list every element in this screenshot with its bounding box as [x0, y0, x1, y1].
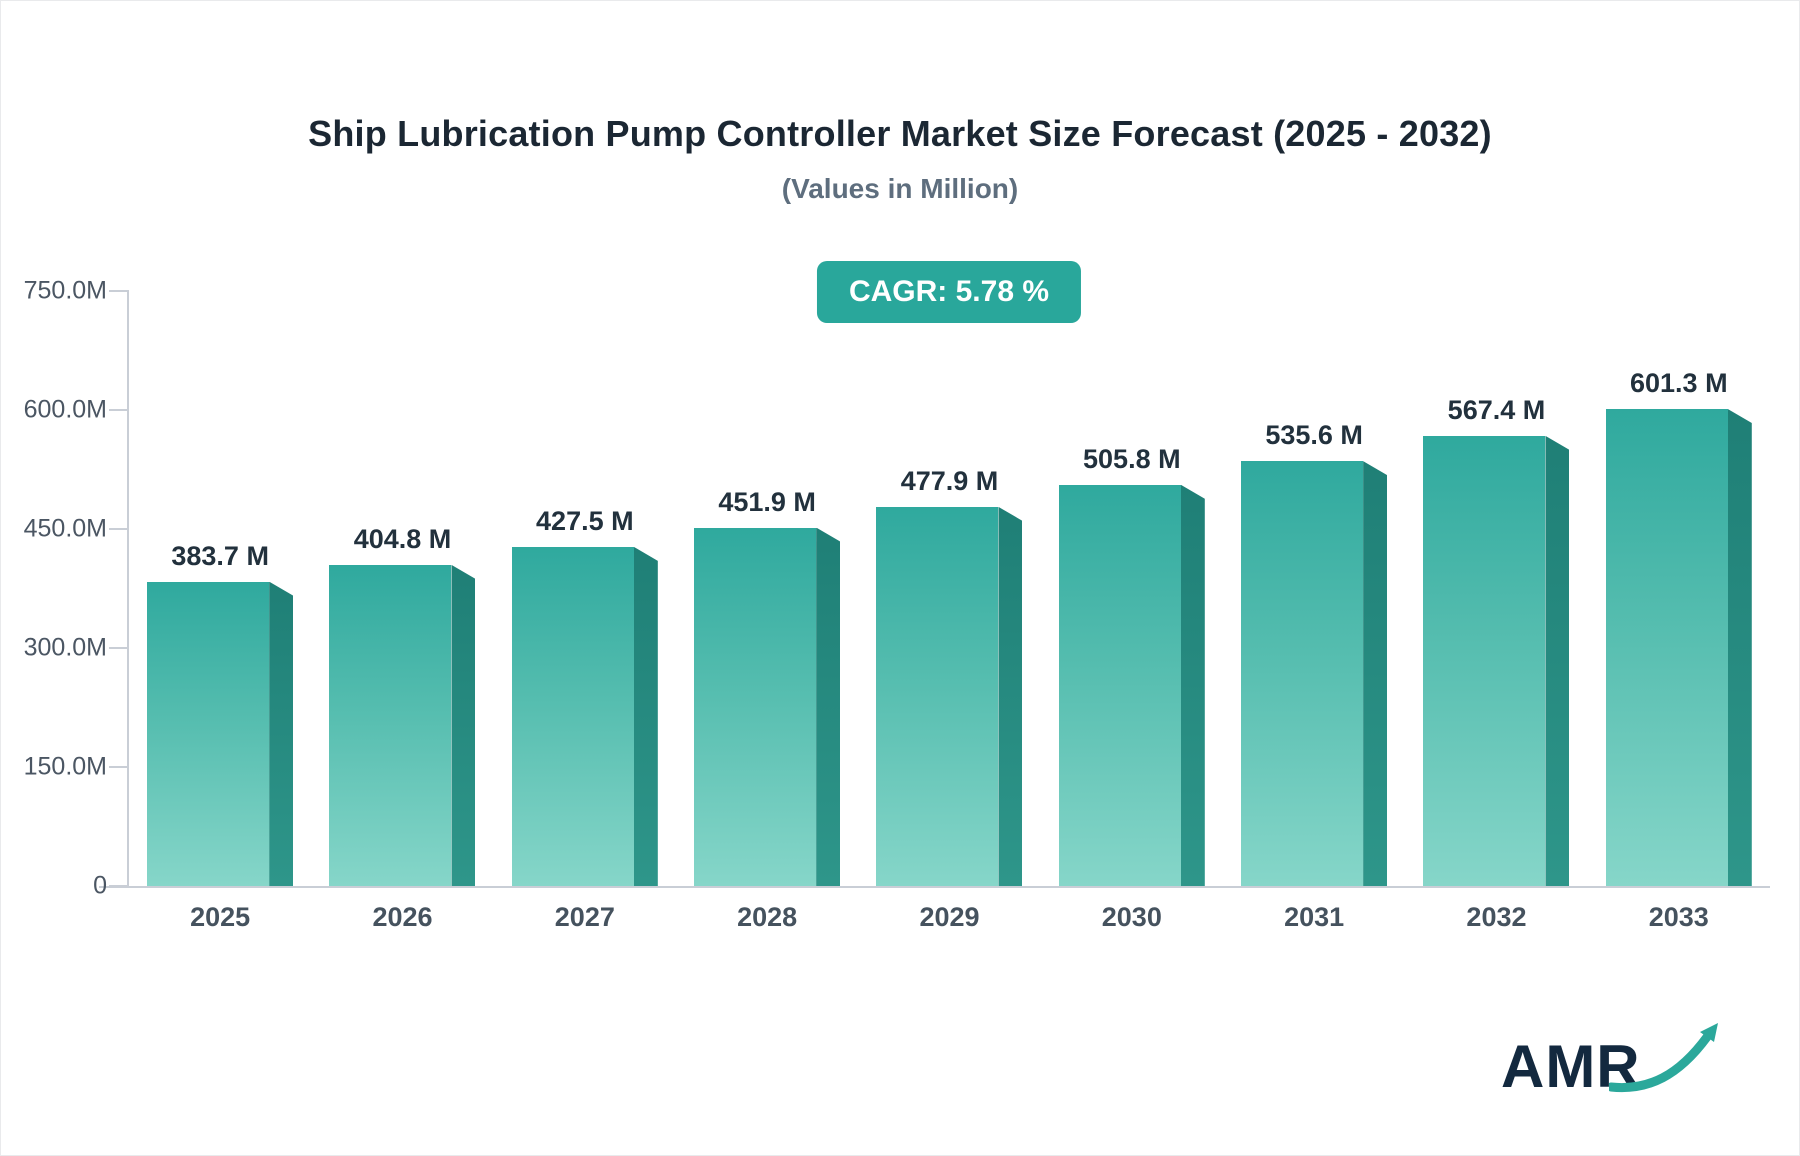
bar-group-2029: 477.9 M [858, 291, 1040, 886]
x-axis-label: 2033 [1648, 902, 1709, 932]
y-tick-mark [109, 409, 129, 411]
y-tick-label: 300.0M [23, 633, 107, 662]
chart-subtitle: (Values in Million) [781, 173, 1019, 204]
bar [1241, 461, 1388, 886]
bar [511, 546, 658, 886]
y-tick-label: 750.0M [23, 276, 107, 305]
cagr-badge: CAGR: 5.78 % [816, 261, 1082, 323]
bar-value-label: 567.4 M [1447, 394, 1546, 425]
bar-front-face [1605, 408, 1728, 886]
bar [694, 527, 841, 886]
y-tick-label: 450.0M [23, 514, 107, 543]
bar-side-face [451, 564, 476, 886]
x-axis-labels: 2025 2026 2027 2028 2029 2030 2031 2032 2033 [129, 902, 1770, 933]
x-axis-label: 2032 [1466, 902, 1527, 932]
x-axis-label: 2031 [1284, 902, 1345, 932]
bar-side-face [1180, 484, 1205, 886]
bar [1423, 435, 1570, 886]
bar-side-face [633, 546, 658, 886]
bar-front-face [147, 581, 270, 886]
amr-logo: AMR [1501, 1008, 1721, 1103]
chart-title: Ship Lubrication Pump Controller Market … [308, 113, 1492, 154]
bar-front-face [329, 564, 452, 886]
x-axis-label: 2029 [919, 902, 980, 932]
y-tick-mark [109, 766, 129, 768]
bar [329, 564, 476, 886]
bar [876, 506, 1023, 886]
bar-value-label: 404.8 M [353, 523, 452, 554]
bar-group-2030: 505.8 M [1041, 291, 1223, 886]
bar-side-face [1727, 408, 1752, 886]
bar-front-face [1423, 435, 1546, 886]
bar-group-2025: 383.7 M [129, 291, 311, 886]
y-axis-ticks: 0 150.0M 300.0M 450.0M 600.0M 750.0M [24, 278, 1770, 898]
bar-value-label: 427.5 M [536, 505, 634, 536]
bar-side-face [1363, 461, 1388, 886]
bar-value-label: 505.8 M [1083, 443, 1181, 474]
y-tick-mark [109, 290, 129, 292]
bar-side-face [1545, 435, 1570, 886]
bar-value-label: 383.7 M [171, 540, 269, 571]
y-axis-line [127, 291, 129, 886]
x-axis-label: 2028 [737, 902, 798, 932]
bar-value-label: 477.9 M [900, 465, 999, 496]
bar-front-face [1241, 461, 1364, 886]
bar-front-face [876, 506, 999, 886]
logo-arrow-icon [1609, 1023, 1718, 1093]
y-tick-label: 0 [93, 871, 107, 900]
x-axis-line [99, 886, 1770, 888]
plot-area: 0 150.0M 300.0M 450.0M 600.0M 750.0M 383.7 M 4… [24, 278, 1770, 898]
bar-group-2032: 567.4 M [1405, 291, 1587, 886]
bar-side-face [998, 506, 1023, 886]
y-tick-mark [109, 528, 129, 530]
bar-group-2031: 535.6 M [1223, 291, 1405, 886]
bar-front-face [511, 546, 634, 886]
x-axis-label: 2025 [190, 902, 251, 932]
bar-value-label: 451.9 M [718, 486, 816, 517]
x-axis-label: 2030 [1101, 902, 1162, 932]
bar [1605, 408, 1752, 886]
y-tick-mark [109, 885, 129, 887]
bar-group-2033: 601.3 M [1588, 291, 1770, 886]
bar [1058, 484, 1205, 886]
x-axis-label: 2026 [372, 902, 433, 932]
bar-group-2026: 404.8 M [311, 291, 493, 886]
x-axis-label: 2027 [554, 902, 615, 932]
bar-value-label: 535.6 M [1265, 420, 1363, 451]
bar [147, 581, 294, 886]
bar-group-2028: 451.9 M [676, 291, 858, 886]
bar-side-face [816, 527, 841, 886]
y-tick-label: 600.0M [23, 395, 107, 424]
bar-front-face [694, 527, 817, 886]
bar-side-face [269, 581, 294, 886]
bar-front-face [1058, 484, 1181, 886]
bar-group-2027: 427.5 M [494, 291, 676, 886]
bar-value-label: 601.3 M [1630, 367, 1728, 398]
y-tick-mark [109, 647, 129, 649]
y-tick-label: 150.0M [23, 752, 107, 781]
bars-container: 383.7 M 404.8 M 427.5 M 451.9 M 477.9 M 505.8… [129, 291, 1770, 886]
